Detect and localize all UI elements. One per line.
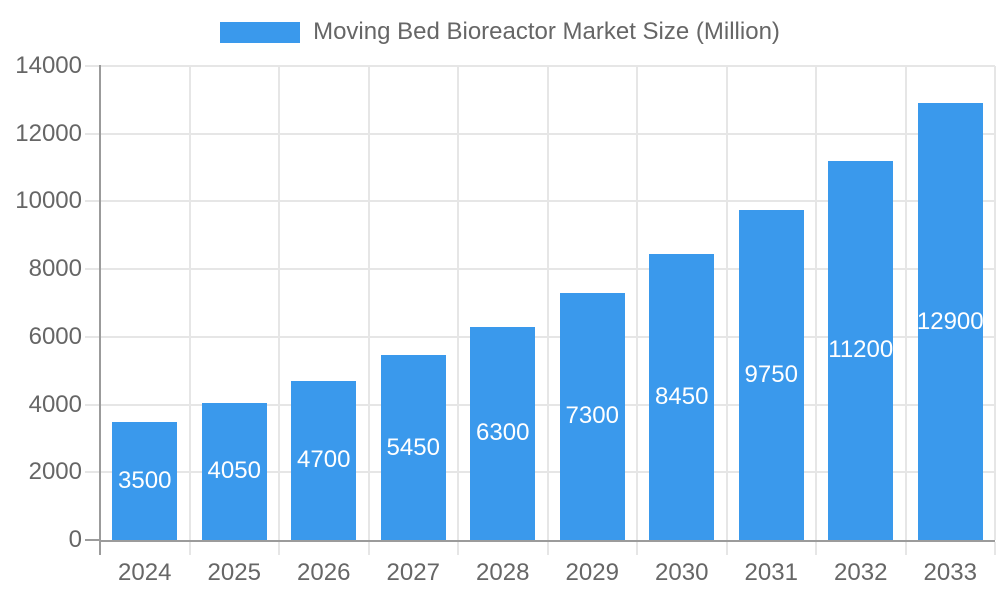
x-tick-label: 2030 (655, 559, 709, 586)
y-tick-label: 14000 (15, 52, 82, 79)
bar (201, 402, 267, 540)
bar-value-label: 5450 (386, 433, 440, 461)
x-gridline (278, 66, 280, 540)
bar (112, 421, 178, 540)
x-tick-mark (278, 542, 280, 555)
x-gridline (815, 66, 817, 540)
x-tick-mark (367, 542, 370, 555)
bar-value-label: 11200 (828, 336, 894, 364)
y-tick-mark (85, 132, 100, 135)
x-gridline (457, 66, 459, 540)
y-tick-label: 6000 (28, 322, 82, 350)
bar (738, 209, 804, 540)
bar (559, 292, 625, 540)
x-tick-label: 2031 (744, 559, 798, 586)
bar (291, 380, 357, 540)
x-tick-mark (636, 542, 638, 555)
bar-value-label: 3500 (118, 466, 172, 494)
x-tick-mark (815, 542, 817, 555)
bar (470, 326, 536, 540)
x-tick-label: 2027 (386, 559, 440, 586)
x-gridline (188, 66, 191, 540)
bar (828, 160, 894, 540)
bar-value-label: 4050 (207, 457, 261, 485)
legend-item[interactable]: Moving Bed Bioreactor Market Size (Milli… (220, 18, 780, 46)
y-tick-label: 4000 (28, 390, 82, 418)
x-tick-mark (457, 542, 459, 555)
y-axis-line (99, 65, 101, 555)
y-tick-label: 10000 (15, 187, 82, 215)
x-tick-mark (546, 542, 549, 555)
bar-value-label: 9750 (744, 360, 798, 388)
x-tick-mark (725, 542, 728, 555)
x-tick-mark (994, 542, 996, 555)
x-tick-label: 2029 (565, 559, 619, 586)
bar (380, 355, 446, 540)
bar (649, 253, 715, 540)
x-gridline (546, 66, 549, 540)
x-gridline (994, 66, 996, 540)
bar-value-label: 12900 (916, 307, 984, 335)
bar-value-label: 6300 (476, 419, 530, 447)
x-tick-mark (188, 542, 191, 555)
y-tick-mark (85, 539, 100, 541)
x-gridline (367, 66, 370, 540)
x-tick-label: 2028 (476, 559, 530, 586)
y-tick-mark (85, 268, 100, 271)
x-tick-mark (904, 542, 907, 555)
x-tick-label: 2026 (297, 559, 351, 586)
y-tick-label: 8000 (28, 255, 82, 283)
bar-value-label: 7300 (565, 402, 619, 430)
x-axis-line (99, 540, 995, 542)
y-tick-label: 2000 (28, 458, 82, 486)
bar-value-label: 8450 (655, 382, 709, 410)
y-tick-label: 12000 (15, 119, 82, 147)
legend-swatch-icon (220, 21, 301, 43)
x-gridline (636, 66, 638, 540)
bar (917, 103, 983, 540)
legend: Moving Bed Bioreactor Market Size (Milli… (0, 12, 1000, 52)
x-gridline (725, 66, 728, 540)
y-tick-mark (85, 335, 100, 338)
y-tick-mark (85, 471, 100, 474)
x-gridline (904, 66, 907, 540)
y-tick-mark (85, 65, 100, 67)
legend-label: Moving Bed Bioreactor Market Size (Milli… (313, 18, 780, 45)
y-tick-mark (85, 200, 100, 203)
x-tick-label: 2025 (207, 559, 261, 586)
x-tick-label: 2032 (834, 559, 888, 586)
bar-value-label: 4700 (297, 446, 351, 474)
y-tick-mark (85, 403, 100, 406)
x-tick-label: 2033 (923, 559, 977, 586)
y-tick-label: 0 (68, 526, 82, 553)
x-tick-label: 2024 (118, 559, 172, 586)
